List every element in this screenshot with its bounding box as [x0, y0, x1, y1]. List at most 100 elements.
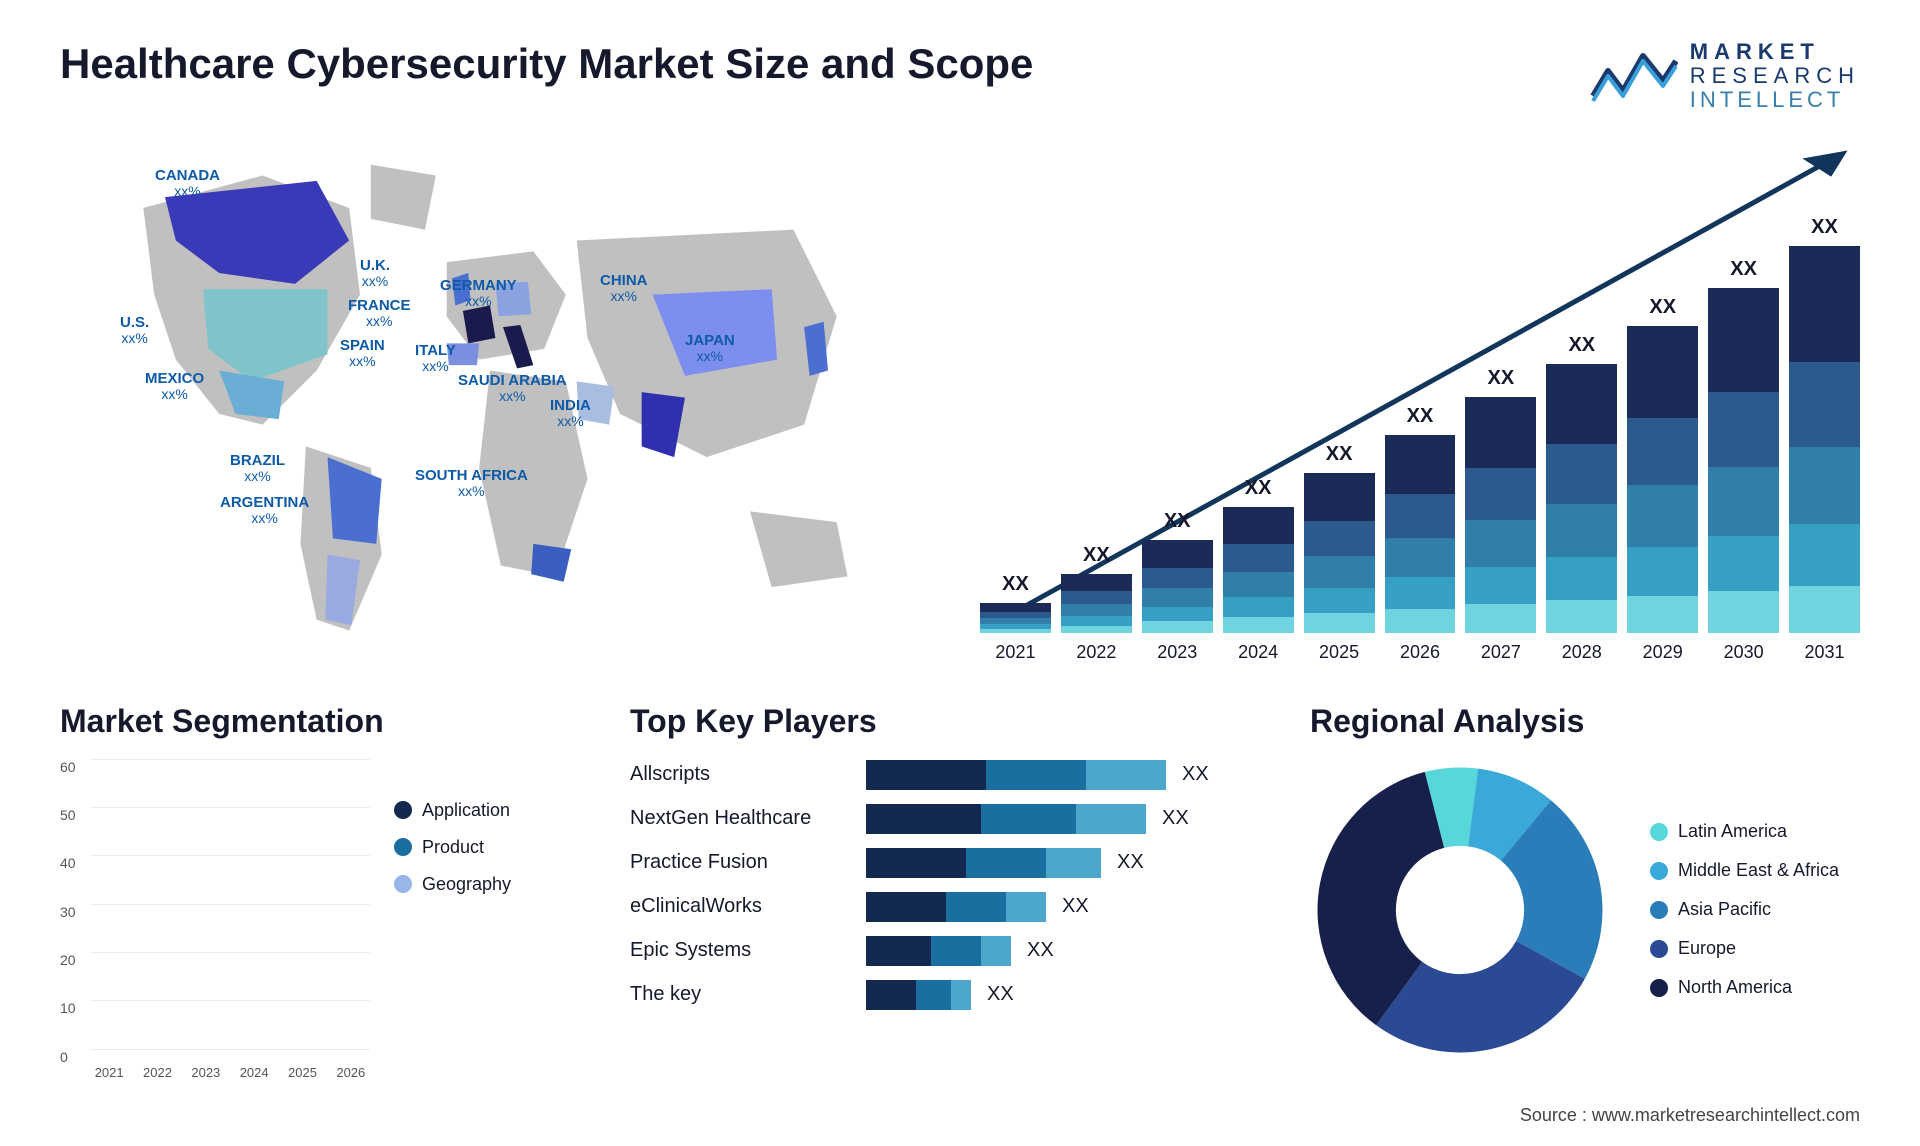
- growth-bar-segment: [1061, 591, 1132, 604]
- map-label: U.S.xx%: [120, 315, 149, 348]
- country-brazil: [328, 457, 382, 544]
- legend-dot-icon: [1650, 901, 1668, 919]
- growth-bar: XX: [1789, 246, 1860, 632]
- map-label: CHINAxx%: [600, 273, 648, 306]
- legend-item: Product: [394, 837, 511, 858]
- map-label: CANADAxx%: [155, 168, 220, 201]
- growth-bar: XX: [1223, 507, 1294, 633]
- growth-bar: XX: [1546, 364, 1617, 633]
- growth-bar-segment: [1465, 397, 1536, 468]
- growth-bar-label: XX: [1142, 510, 1213, 533]
- key-player-row: Epic SystemsXX: [630, 936, 1260, 966]
- country-india: [642, 392, 685, 457]
- growth-bar-segment: [1789, 246, 1860, 362]
- segmentation-chart: 202120222023202420252026 0102030405060 A…: [60, 760, 580, 1080]
- legend-item: Application: [394, 800, 511, 821]
- growth-bar-segment: [1304, 521, 1375, 556]
- legend-label: Middle East & Africa: [1678, 860, 1839, 881]
- legend-dot-icon: [1650, 940, 1668, 958]
- growth-bar: XX: [1061, 574, 1132, 633]
- growth-bar-segment: [1627, 547, 1698, 596]
- growth-bar: XX: [980, 603, 1051, 632]
- growth-bar-label: XX: [1061, 544, 1132, 567]
- growth-bar-segment: [1304, 473, 1375, 521]
- legend-dot-icon: [394, 801, 412, 819]
- legend-dot-icon: [1650, 862, 1668, 880]
- growth-bar-segment: [1708, 591, 1779, 632]
- key-player-bar: [866, 760, 1166, 790]
- legend-label: Asia Pacific: [1678, 899, 1771, 920]
- growth-year-label: 2029: [1627, 642, 1698, 663]
- key-player-row: AllscriptsXX: [630, 760, 1260, 790]
- map-label: U.K.xx%: [360, 258, 390, 291]
- growth-bar-segment: [1627, 326, 1698, 418]
- growth-bar: XX: [1465, 397, 1536, 632]
- map-label: MEXICOxx%: [145, 371, 204, 404]
- key-player-row: eClinicalWorksXX: [630, 892, 1260, 922]
- growth-bar-segment: [1142, 540, 1213, 568]
- page-title: Healthcare Cybersecurity Market Size and…: [60, 40, 1033, 88]
- seg-xlabel: 2025: [283, 1065, 321, 1080]
- key-player-name: eClinicalWorks: [630, 895, 850, 918]
- legend-label: Geography: [422, 874, 511, 895]
- growth-bar-segment: [1465, 468, 1536, 520]
- growth-bar-label: XX: [1465, 367, 1536, 390]
- growth-chart: XXXXXXXXXXXXXXXXXXXXXX 20212022202320242…: [980, 143, 1860, 663]
- segmentation-title: Market Segmentation: [60, 703, 580, 740]
- growth-year-label: 2027: [1465, 642, 1536, 663]
- map-label: FRANCExx%: [348, 298, 411, 331]
- key-player-name: The key: [630, 983, 850, 1006]
- country-safrica: [531, 543, 571, 581]
- regional-block: Regional Analysis Latin AmericaMiddle Ea…: [1310, 703, 1860, 1123]
- seg-ytick: 60: [60, 759, 76, 775]
- growth-bar-segment: [1142, 568, 1213, 588]
- growth-bar-segment: [1708, 536, 1779, 591]
- map-label: SPAINxx%: [340, 338, 385, 371]
- growth-bar-segment: [1465, 567, 1536, 605]
- growth-bar: XX: [1304, 473, 1375, 633]
- legend-dot-icon: [394, 838, 412, 856]
- growth-bar-segment: [1546, 364, 1617, 445]
- top-row: CANADAxx%U.S.xx%MEXICOxx%BRAZILxx%ARGENT…: [60, 143, 1860, 663]
- legend-label: Europe: [1678, 938, 1736, 959]
- growth-bar-label: XX: [1546, 334, 1617, 357]
- key-player-value: XX: [1162, 807, 1189, 830]
- growth-bar-label: XX: [1304, 443, 1375, 466]
- growth-bar-segment: [1789, 524, 1860, 586]
- map-label: ITALYxx%: [415, 343, 456, 376]
- legend-item: North America: [1650, 977, 1839, 998]
- key-player-value: XX: [1027, 939, 1054, 962]
- key-players-title: Top Key Players: [630, 703, 1260, 740]
- growth-bar-segment: [1708, 288, 1779, 391]
- legend-label: Application: [422, 800, 510, 821]
- growth-bar-segment: [1142, 588, 1213, 606]
- growth-bar-segment: [1385, 538, 1456, 577]
- key-player-name: Practice Fusion: [630, 851, 850, 874]
- key-player-value: XX: [1182, 763, 1209, 786]
- growth-bar-label: XX: [1627, 296, 1698, 319]
- world-map: CANADAxx%U.S.xx%MEXICOxx%BRAZILxx%ARGENT…: [60, 143, 920, 663]
- growth-bar: XX: [1142, 540, 1213, 632]
- growth-bar-segment: [1789, 362, 1860, 447]
- key-player-name: NextGen Healthcare: [630, 807, 850, 830]
- growth-bar: XX: [1627, 326, 1698, 633]
- growth-bar-segment: [1385, 609, 1456, 633]
- growth-bar-label: XX: [1789, 216, 1860, 239]
- key-player-value: XX: [1117, 851, 1144, 874]
- seg-ytick: 0: [60, 1049, 68, 1065]
- growth-bar-segment: [1385, 435, 1456, 494]
- growth-bar: XX: [1708, 288, 1779, 632]
- growth-bar-segment: [1223, 544, 1294, 572]
- regional-legend: Latin AmericaMiddle East & AfricaAsia Pa…: [1650, 821, 1839, 998]
- growth-bar-segment: [1546, 557, 1617, 600]
- map-label: BRAZILxx%: [230, 453, 285, 486]
- regional-donut-chart: [1310, 760, 1610, 1060]
- seg-ytick: 20: [60, 952, 76, 968]
- key-player-bar: [866, 848, 1101, 878]
- growth-year-label: 2024: [1223, 642, 1294, 663]
- legend-label: Product: [422, 837, 484, 858]
- growth-bar-segment: [1627, 418, 1698, 485]
- key-player-row: The keyXX: [630, 980, 1260, 1010]
- growth-bar-segment: [1061, 574, 1132, 592]
- growth-bar-segment: [1223, 572, 1294, 597]
